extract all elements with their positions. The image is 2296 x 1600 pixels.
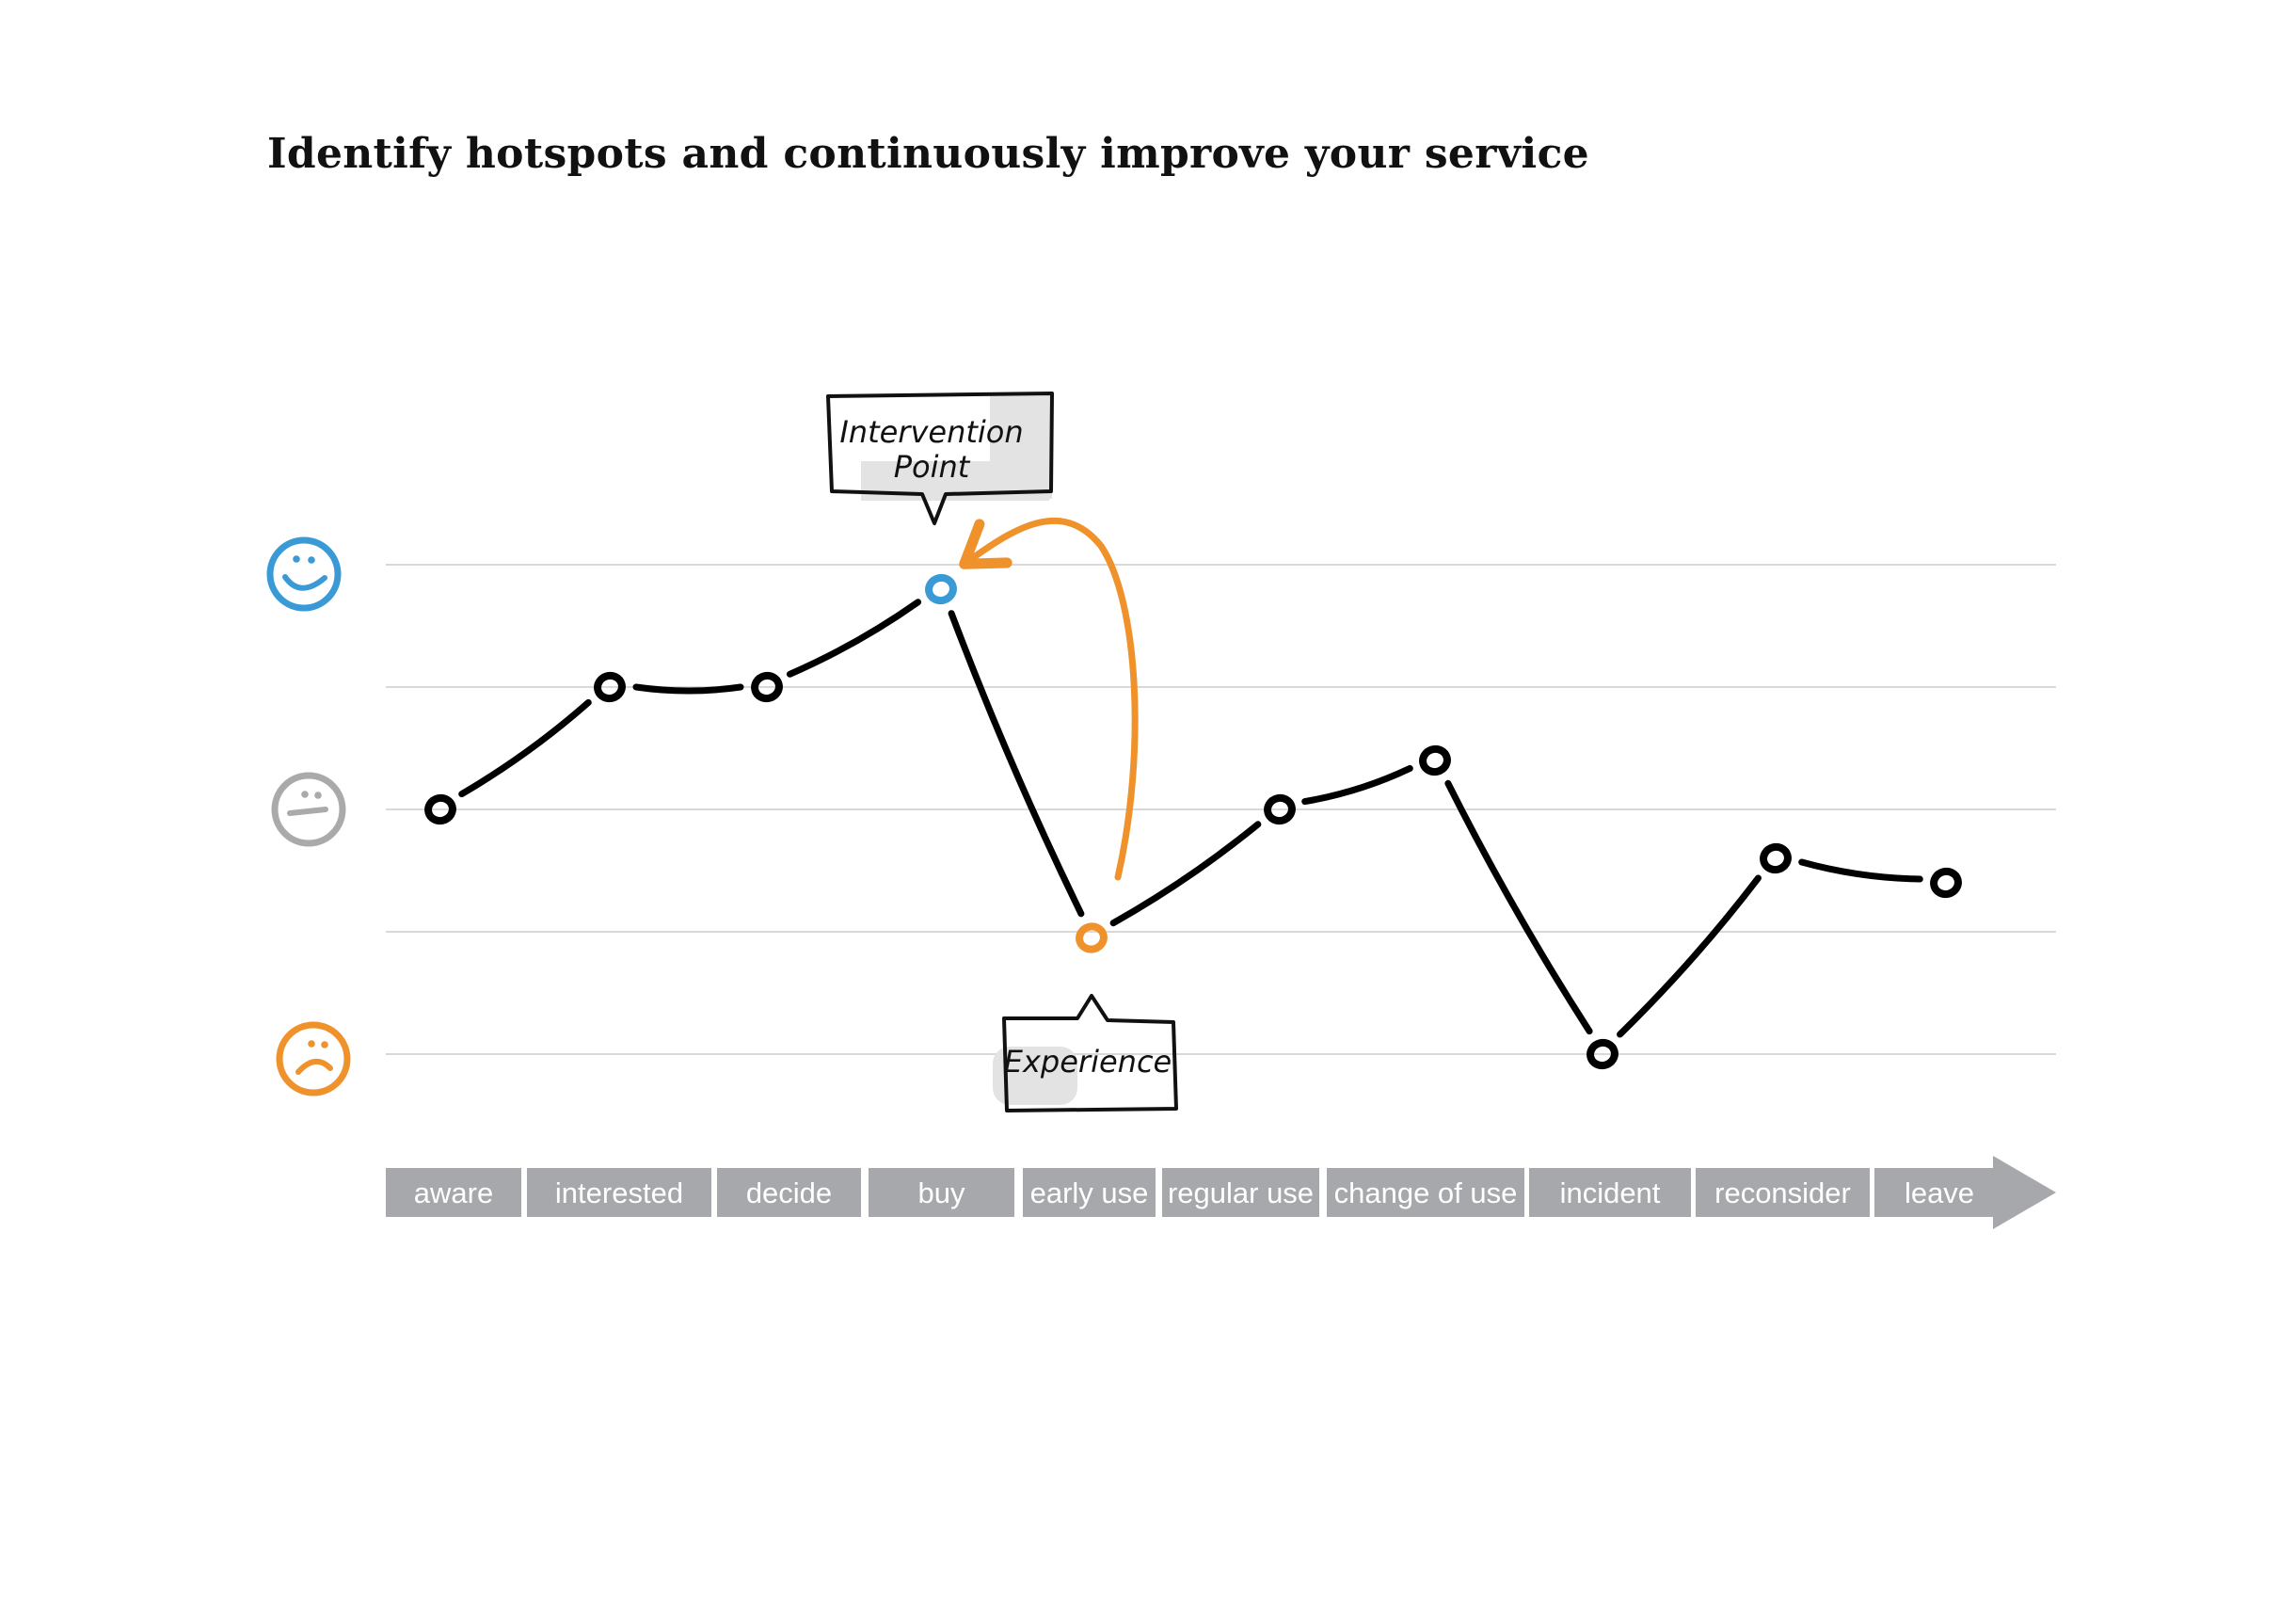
experience-label: Experience <box>1004 1044 1172 1080</box>
intervention-label-line2: Point <box>894 449 971 485</box>
stage-label-decide: decide <box>746 1176 832 1209</box>
stage-label-leave: leave <box>1905 1176 1974 1209</box>
journey-point-aware <box>424 793 456 825</box>
journey-segment <box>786 599 922 678</box>
stage-box-change-of-use <box>1327 1168 1524 1217</box>
journey-segment <box>1109 821 1262 927</box>
gridlines <box>386 564 2056 1055</box>
stage-box-leave <box>1874 1156 2056 1229</box>
smiley-happy-icon <box>266 536 342 612</box>
improvement-arrow <box>959 517 1139 881</box>
journey-point-reconsider <box>1760 842 1792 874</box>
stage-label-interested: interested <box>555 1176 683 1209</box>
stage-box-aware <box>386 1168 521 1217</box>
journey-point-interested <box>594 671 626 703</box>
journey-line <box>458 599 1923 1038</box>
stage-label-buy: buy <box>918 1176 965 1209</box>
journey-point-regular-use <box>1264 793 1296 825</box>
intervention-callout: Intervention Point <box>826 392 1054 525</box>
journey-segment <box>1444 779 1593 1035</box>
stage-label-incident: incident <box>1560 1176 1661 1209</box>
intervention-label-line1: Intervention <box>839 414 1023 450</box>
stage-box-reconsider <box>1696 1168 1870 1217</box>
stage-bar: aware interested decide buy early use regular… <box>386 1156 2056 1229</box>
stage-label-aware: aware <box>414 1176 493 1209</box>
journey-point-early-use <box>1076 922 1108 953</box>
stage-label-reconsider: reconsider <box>1714 1176 1851 1209</box>
stage-box-incident <box>1529 1168 1691 1217</box>
stage-box-regular-use <box>1162 1168 1319 1217</box>
stage-label-change-of-use: change of use <box>1334 1176 1518 1209</box>
stage-box-buy <box>869 1168 1014 1217</box>
journey-points <box>424 573 1962 1070</box>
journey-point-leave <box>1930 867 1962 899</box>
smiley-neutral-icon <box>271 772 346 847</box>
journey-point-change-of-use <box>1419 744 1451 776</box>
stage-label-early-use: early use <box>1030 1176 1149 1209</box>
journey-point-incident <box>1586 1038 1618 1070</box>
smiley-sad-icon <box>276 1021 351 1096</box>
stage-label-regular-use: regular use <box>1168 1176 1314 1209</box>
stage-box-early-use <box>1023 1168 1156 1217</box>
stage-box-decide <box>717 1168 861 1217</box>
experience-callout: Experience <box>993 994 1178 1112</box>
journey-segment <box>1301 764 1413 806</box>
journey-segment <box>458 698 592 798</box>
journey-segment <box>632 683 744 695</box>
page-title: Identify hotspots and continuously impro… <box>267 130 1589 178</box>
stage-box-interested <box>527 1168 711 1217</box>
journey-point-decide <box>751 671 783 703</box>
journey-segment <box>1617 874 1762 1038</box>
journey-point-buy <box>925 573 957 605</box>
journey-segment <box>948 610 1085 918</box>
journey-segment <box>1798 858 1923 883</box>
